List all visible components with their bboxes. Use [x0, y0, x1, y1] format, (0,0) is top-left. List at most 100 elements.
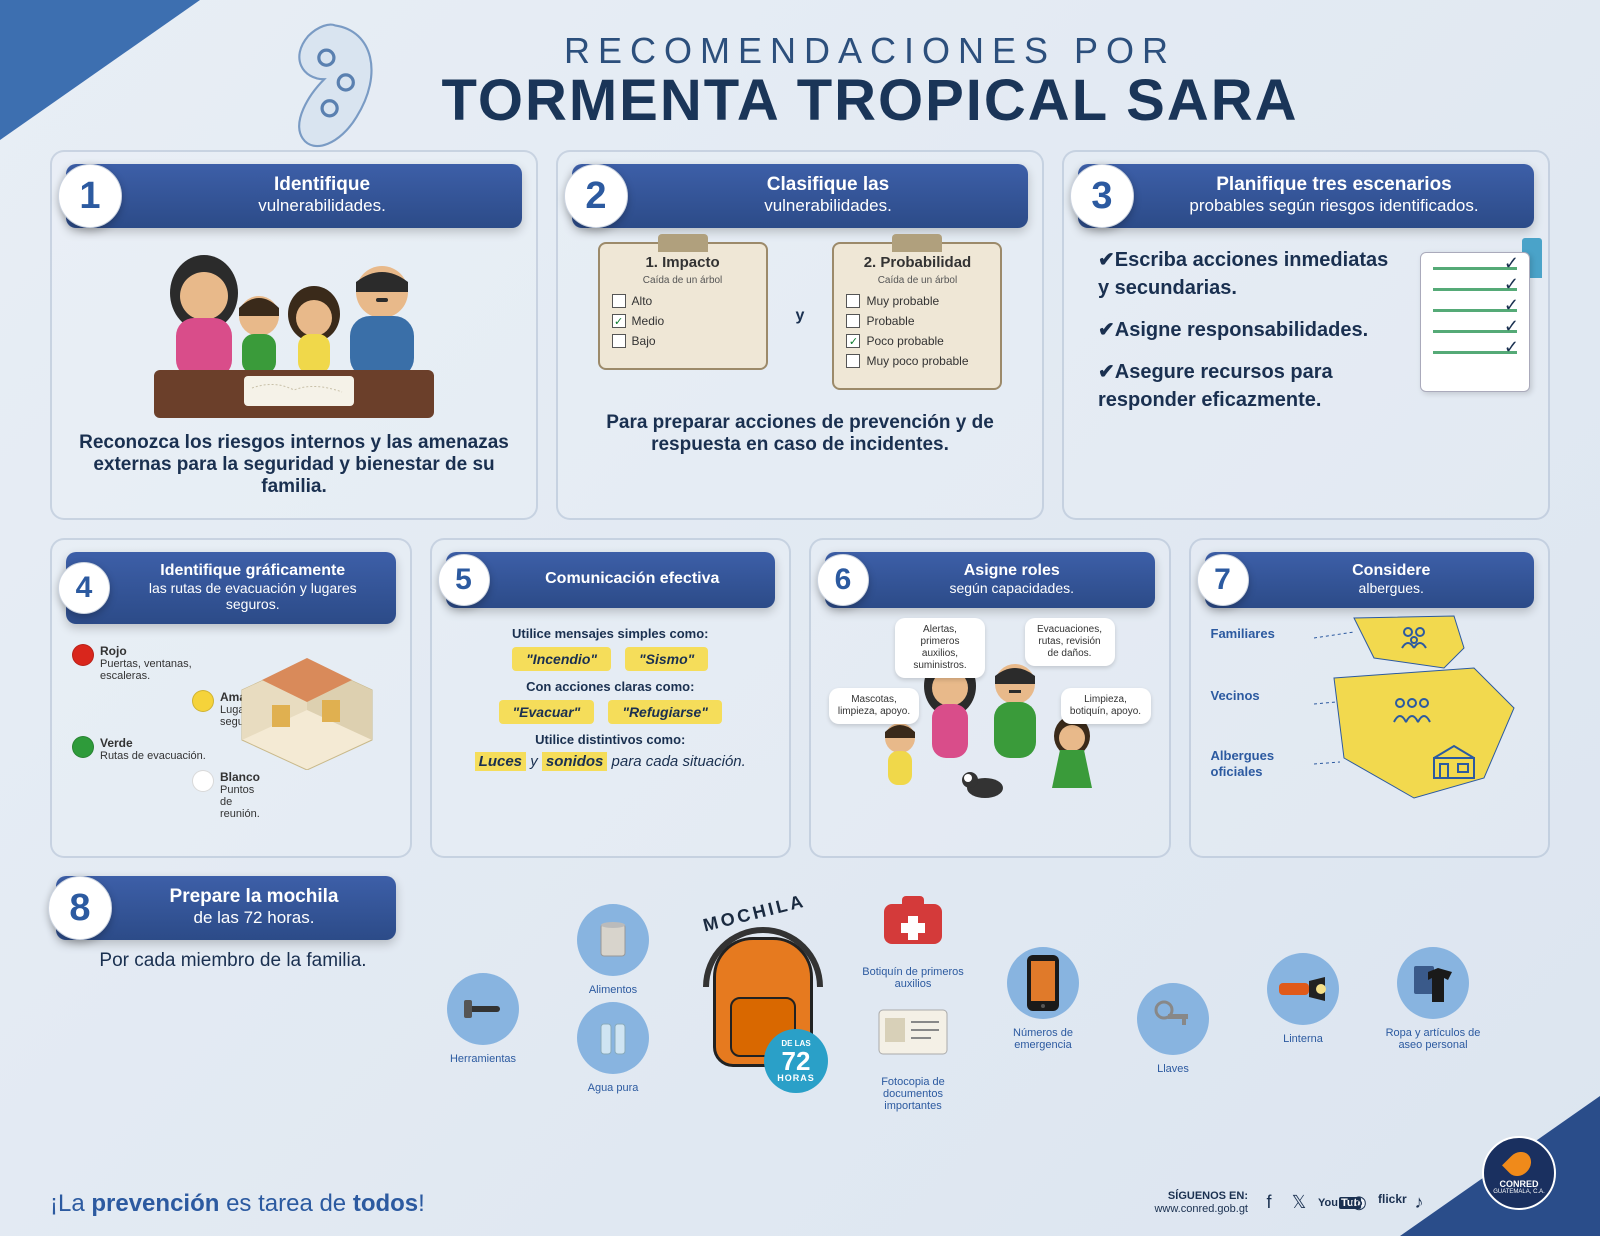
- family-illustration: [66, 238, 522, 418]
- water-icon: [577, 1002, 649, 1074]
- house-isometric-icon: [222, 620, 392, 770]
- flashlight-icon: [1267, 953, 1339, 1025]
- card-5-body: Utilice mensajes simples como: "Incendio…: [446, 608, 776, 780]
- clipboard-probabilidad: 2. Probabilidad Caída de un árbol Muy pr…: [832, 242, 1002, 390]
- clip2-sub: Caída de un árbol: [846, 275, 988, 286]
- card-2: 2 Clasifique las vulnerabilidades. 1. Im…: [556, 150, 1044, 520]
- card-3-sub: probables según riesgos identificados.: [1148, 196, 1520, 216]
- clipboards: 1. Impacto Caída de un árbol Alto ✓Medio…: [572, 242, 1028, 390]
- card-8: 8 Prepare la mochila de las 72 horas. Po…: [50, 876, 410, 972]
- row-3: 8 Prepare la mochila de las 72 horas. Po…: [50, 876, 1550, 1112]
- item-botiquin: Botiquín de primeros auxilios: [858, 882, 968, 990]
- social-icons: f 𝕏 YouTube ◎ flickr ♪: [1258, 1192, 1430, 1213]
- card-3: 3 Planifique tres escenarios probables s…: [1062, 150, 1550, 520]
- dot-white: [192, 770, 214, 792]
- dot-red: [72, 644, 94, 666]
- card-1-sub: vulnerabilidades.: [136, 196, 508, 216]
- card-1-body: Reconozca los riesgos internos y las ame…: [66, 418, 522, 502]
- card-3-title: Planifique tres escenarios: [1148, 174, 1520, 196]
- id-icon: [877, 1008, 949, 1056]
- social-bar: SÍGUENOS EN: www.conred.gob.gt f 𝕏 YouTu…: [1154, 1190, 1430, 1216]
- phone-icon: [1007, 947, 1079, 1019]
- checklist-icon: [1420, 252, 1530, 392]
- card-2-sub: vulnerabilidades.: [642, 196, 1014, 216]
- map-area: Familiares Vecinos Albergues oficiales: [1205, 608, 1535, 808]
- badge-6: 6: [817, 554, 869, 606]
- row-1: 1 Identifique vulnerabilidades.: [50, 150, 1550, 520]
- card-5: 5 Comunicación efectiva Utilice mensajes…: [430, 538, 792, 858]
- backpack-icon: MOCHILA DE LAS 72 HORAS: [688, 907, 838, 1087]
- card-4: 4 Identifique gráficamente las rutas de …: [50, 538, 412, 858]
- flickr-icon[interactable]: flickr: [1378, 1192, 1400, 1213]
- card-6-header: 6 Asigne roles según capacidades.: [825, 552, 1155, 608]
- card-7-header: 7 Considere albergues.: [1205, 552, 1535, 608]
- card-4-sub: las rutas de evacuación y lugares seguro…: [124, 580, 382, 612]
- title-block: RECOMENDACIONES POR TORMENTA TROPICAL SA…: [190, 30, 1550, 130]
- card-4-title: Identifique gráficamente: [124, 562, 382, 580]
- card-6-title: Asigne roles: [883, 562, 1141, 580]
- footer-slogan: ¡La prevención es tarea de todos!: [50, 1190, 425, 1218]
- keys-icon: [1137, 983, 1209, 1055]
- card-5-line: Luces y sonidos para cada situación.: [452, 753, 770, 770]
- item-herramientas: Herramientas: [428, 969, 538, 1065]
- family-roles-illustration: Alertas, primeros auxilios, suministros.…: [825, 618, 1155, 808]
- card-7-sub: albergues.: [1263, 580, 1521, 596]
- badge-5: 5: [438, 554, 490, 606]
- card-1-header: 1 Identifique vulnerabilidades.: [66, 164, 522, 228]
- food-icon: [577, 904, 649, 976]
- badge-3: 3: [1070, 164, 1134, 228]
- instagram-icon[interactable]: ◎: [1348, 1192, 1370, 1213]
- tools-icon: [447, 973, 519, 1045]
- kit-items: Herramientas Alimentos Agua pura MOCHILA…: [428, 876, 1550, 1112]
- card-8-sub: de las 72 horas.: [126, 908, 382, 928]
- youtube-icon[interactable]: YouTube: [1318, 1192, 1340, 1213]
- clip1-sub: Caída de un árbol: [612, 275, 754, 286]
- badge-7: 7: [1197, 554, 1249, 606]
- item-numeros: Números de emergencia: [988, 943, 1098, 1051]
- card-6-sub: según capacidades.: [883, 580, 1141, 596]
- card-2-header: 2 Clasifique las vulnerabilidades.: [572, 164, 1028, 228]
- clip1-title: 1. Impacto: [612, 254, 754, 271]
- firstaid-icon: [878, 894, 948, 950]
- card-8-subtitle: Por cada miembro de la familia.: [56, 950, 410, 972]
- badge-1: 1: [58, 164, 122, 228]
- badge-72h: DE LAS 72 HORAS: [764, 1029, 828, 1093]
- corner-decoration-tl: [0, 0, 200, 140]
- title-super: RECOMENDACIONES POR: [190, 30, 1550, 72]
- badge-4: 4: [58, 562, 110, 614]
- item-llaves: Llaves: [1118, 979, 1228, 1075]
- legend: RojoPuertas, ventanas, escaleras. Amaril…: [66, 624, 216, 840]
- card-7-title: Considere: [1263, 562, 1521, 580]
- card-6: 6 Asigne roles según capacidades. Alerta…: [809, 538, 1171, 858]
- item-agua: Agua pura: [558, 998, 668, 1094]
- title-main: TORMENTA TROPICAL SARA: [190, 72, 1550, 130]
- card-2-body: Para preparar acciones de prevención y d…: [572, 398, 1028, 460]
- item-alimentos: Alimentos: [558, 900, 668, 996]
- facebook-icon[interactable]: f: [1258, 1192, 1280, 1213]
- dot-green: [72, 736, 94, 758]
- dot-yellow: [192, 690, 214, 712]
- and-y: y: [796, 307, 805, 325]
- card-2-title: Clasifique las: [642, 174, 1014, 196]
- tiktok-icon[interactable]: ♪: [1408, 1192, 1430, 1213]
- conred-logo: CONRED GUATEMALA, C.A.: [1482, 1136, 1556, 1210]
- badge-8: 8: [48, 876, 112, 940]
- x-icon[interactable]: 𝕏: [1288, 1192, 1310, 1213]
- card-4-header: 4 Identifique gráficamente las rutas de …: [66, 552, 396, 624]
- item-ropa: Ropa y artículos de aseo personal: [1378, 943, 1488, 1051]
- card-1-title: Identifique: [136, 174, 508, 196]
- item-documentos: Fotocopia de documentos importantes: [858, 992, 968, 1112]
- badge-2: 2: [564, 164, 628, 228]
- item-linterna: Linterna: [1248, 949, 1358, 1045]
- clothes-icon: [1397, 947, 1469, 1019]
- card-3-header: 3 Planifique tres escenarios probables s…: [1078, 164, 1534, 228]
- storm-icon: [280, 20, 390, 160]
- card-5-header: 5 Comunicación efectiva: [446, 552, 776, 608]
- card-8-header: 8 Prepare la mochila de las 72 horas.: [56, 876, 396, 940]
- clip2-title: 2. Probabilidad: [846, 254, 988, 271]
- card-8-title: Prepare la mochila: [126, 886, 382, 908]
- card-1: 1 Identifique vulnerabilidades.: [50, 150, 538, 520]
- row-2: 4 Identifique gráficamente las rutas de …: [50, 538, 1550, 858]
- clipboard-impacto: 1. Impacto Caída de un árbol Alto ✓Medio…: [598, 242, 768, 370]
- card-5-title: Comunicación efectiva: [504, 570, 762, 588]
